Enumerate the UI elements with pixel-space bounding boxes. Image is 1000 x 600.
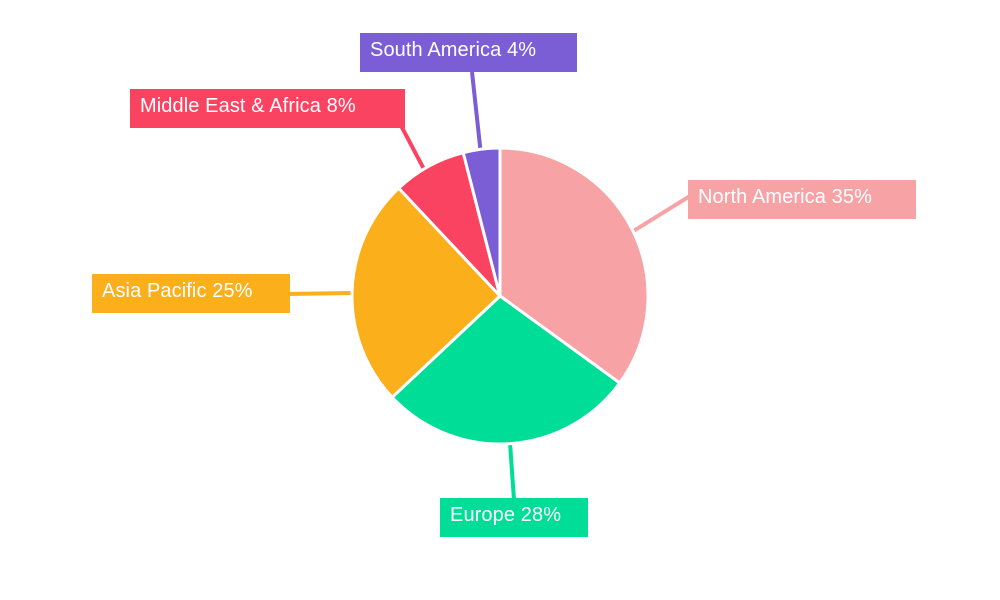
leader-line-south-america <box>470 71 483 156</box>
pie-label-asia-pacific: Asia Pacific 25% <box>92 274 290 313</box>
pie-label-south-america: South America 4% <box>360 33 577 72</box>
pie-slice-europe[interactable] <box>390 294 622 446</box>
pie-slice-north-america[interactable] <box>498 146 650 385</box>
pie-label-middle-east-africa: Middle East & Africa 8% <box>130 89 405 128</box>
leader-line-asia-pacific <box>287 291 353 296</box>
pie-wedge-group <box>350 146 650 446</box>
pie-slice-south-america[interactable] <box>461 146 502 298</box>
pie-label-north-america: North America 35% <box>688 180 916 219</box>
leader-line-north-america <box>625 194 692 237</box>
pie-slice-asia-pacific[interactable] <box>350 186 502 399</box>
pie-label-europe: Europe 28% <box>440 498 588 537</box>
leader-line-europe <box>508 442 516 501</box>
